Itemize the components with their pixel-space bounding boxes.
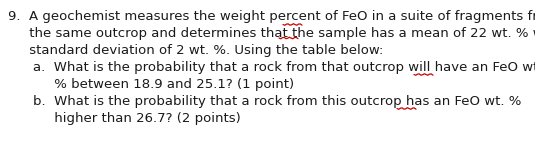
Text: b.  What is the probability that a rock from this outcrop has an FeO wt. %: b. What is the probability that a rock f… <box>33 95 522 108</box>
Text: % between 18.9 and 25.1? (1 point): % between 18.9 and 25.1? (1 point) <box>33 78 294 91</box>
Text: 9.  A geochemist measures the weight percent of FeO in a suite of fragments from: 9. A geochemist measures the weight perc… <box>8 10 535 23</box>
Text: a.  What is the probability that a rock from that outcrop will have an FeO wt.: a. What is the probability that a rock f… <box>33 61 535 74</box>
Text: standard deviation of 2 wt. %. Using the table below:: standard deviation of 2 wt. %. Using the… <box>8 44 384 57</box>
Text: the same outcrop and determines that the sample has a mean of 22 wt. % with a: the same outcrop and determines that the… <box>8 27 535 40</box>
Text: higher than 26.7? (2 points): higher than 26.7? (2 points) <box>33 112 241 125</box>
